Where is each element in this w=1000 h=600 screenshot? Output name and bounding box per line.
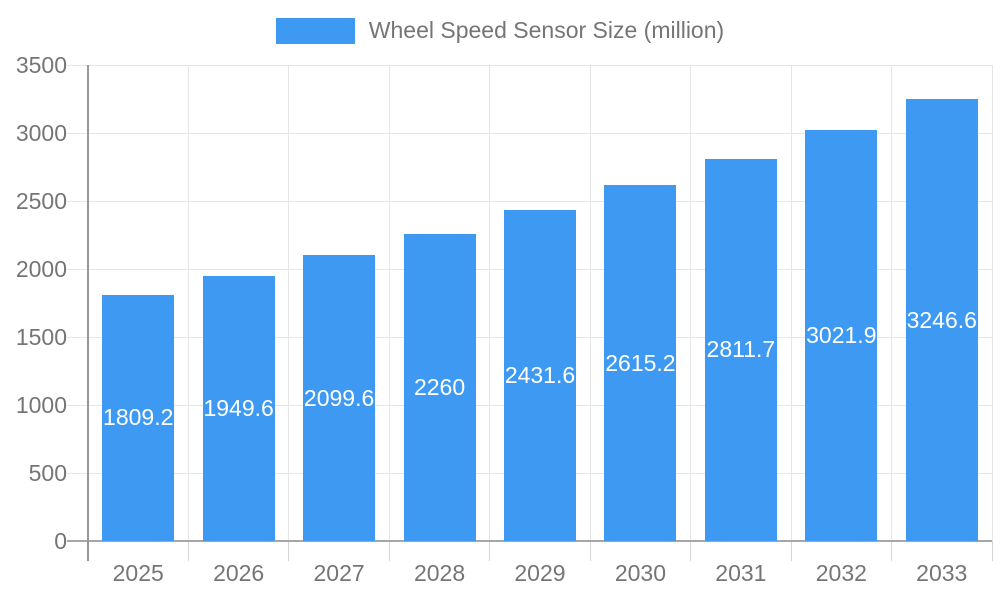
bar: 2615.2 xyxy=(604,185,677,541)
bar-value-label: 2615.2 xyxy=(605,349,676,376)
bar-value-label: 3246.6 xyxy=(906,306,977,333)
bar-value-label: 2431.6 xyxy=(504,362,576,389)
y-axis-label: 1500 xyxy=(15,324,67,350)
v-gridline xyxy=(589,65,591,541)
x-axis-tick xyxy=(891,541,893,561)
bar-value-label: 3021.9 xyxy=(806,322,877,349)
v-gridline xyxy=(187,65,189,541)
x-axis-label: 2030 xyxy=(614,560,667,586)
bar: 3246.6 xyxy=(905,99,978,541)
y-axis-line xyxy=(87,65,89,561)
h-gridline xyxy=(67,64,992,66)
bar: 2099.6 xyxy=(303,255,376,541)
x-axis-tick xyxy=(187,541,189,561)
x-axis-label: 2033 xyxy=(916,560,968,586)
bar-value-label: 2811.7 xyxy=(706,336,776,363)
bar-value-label: 2099.6 xyxy=(303,384,375,411)
x-axis-line xyxy=(67,540,992,542)
bar: 1949.6 xyxy=(202,275,275,541)
v-gridline xyxy=(288,65,290,541)
x-axis-label: 2032 xyxy=(815,560,867,586)
x-axis-tick xyxy=(991,541,993,561)
bar: 3021.9 xyxy=(805,130,878,541)
x-axis-tick xyxy=(690,541,692,561)
x-axis-label: 2025 xyxy=(112,560,164,586)
bar-value-label: 1809.2 xyxy=(103,404,174,431)
x-axis-label: 2026 xyxy=(213,560,265,586)
x-axis-label: 2031 xyxy=(715,560,767,586)
y-axis-label: 0 xyxy=(54,528,67,554)
v-gridline xyxy=(991,65,993,541)
x-axis-tick xyxy=(288,541,290,561)
h-gridline xyxy=(67,132,992,134)
y-axis-label: 500 xyxy=(28,460,67,486)
x-axis-tick xyxy=(790,541,792,561)
x-axis-tick xyxy=(589,541,591,561)
bar-value-label: 1949.6 xyxy=(203,394,274,421)
x-axis-tick xyxy=(489,541,491,561)
legend-swatch xyxy=(275,17,355,44)
plot-area: 0 500 1000 1500 2000 2500 3000 3500 1809.2 2025 19… xyxy=(16,52,993,586)
x-axis-label: 2029 xyxy=(514,560,566,586)
v-gridline xyxy=(790,65,792,541)
x-axis-label: 2027 xyxy=(313,560,365,586)
bar: 1809.2 xyxy=(102,294,175,541)
h-gridline xyxy=(67,200,992,202)
bar: 2260 xyxy=(403,233,476,541)
y-axis-label: 2000 xyxy=(15,256,67,282)
bar: 2811.7 xyxy=(704,158,777,541)
bar-value-label: 2260 xyxy=(413,373,466,400)
x-axis-tick xyxy=(388,541,390,561)
v-gridline xyxy=(388,65,390,541)
v-gridline xyxy=(891,65,893,541)
y-axis-label: 1000 xyxy=(15,392,67,418)
legend: Wheel Speed Sensor Size (million) xyxy=(0,17,1000,44)
v-gridline xyxy=(690,65,692,541)
legend-label: Wheel Speed Sensor Size (million) xyxy=(368,17,725,43)
y-axis-label: 3500 xyxy=(15,52,67,78)
v-gridline xyxy=(489,65,491,541)
y-axis-label: 2500 xyxy=(15,188,67,214)
bar: 2431.6 xyxy=(504,210,576,541)
x-axis-label: 2028 xyxy=(413,560,466,586)
y-axis-label: 3000 xyxy=(15,120,67,146)
